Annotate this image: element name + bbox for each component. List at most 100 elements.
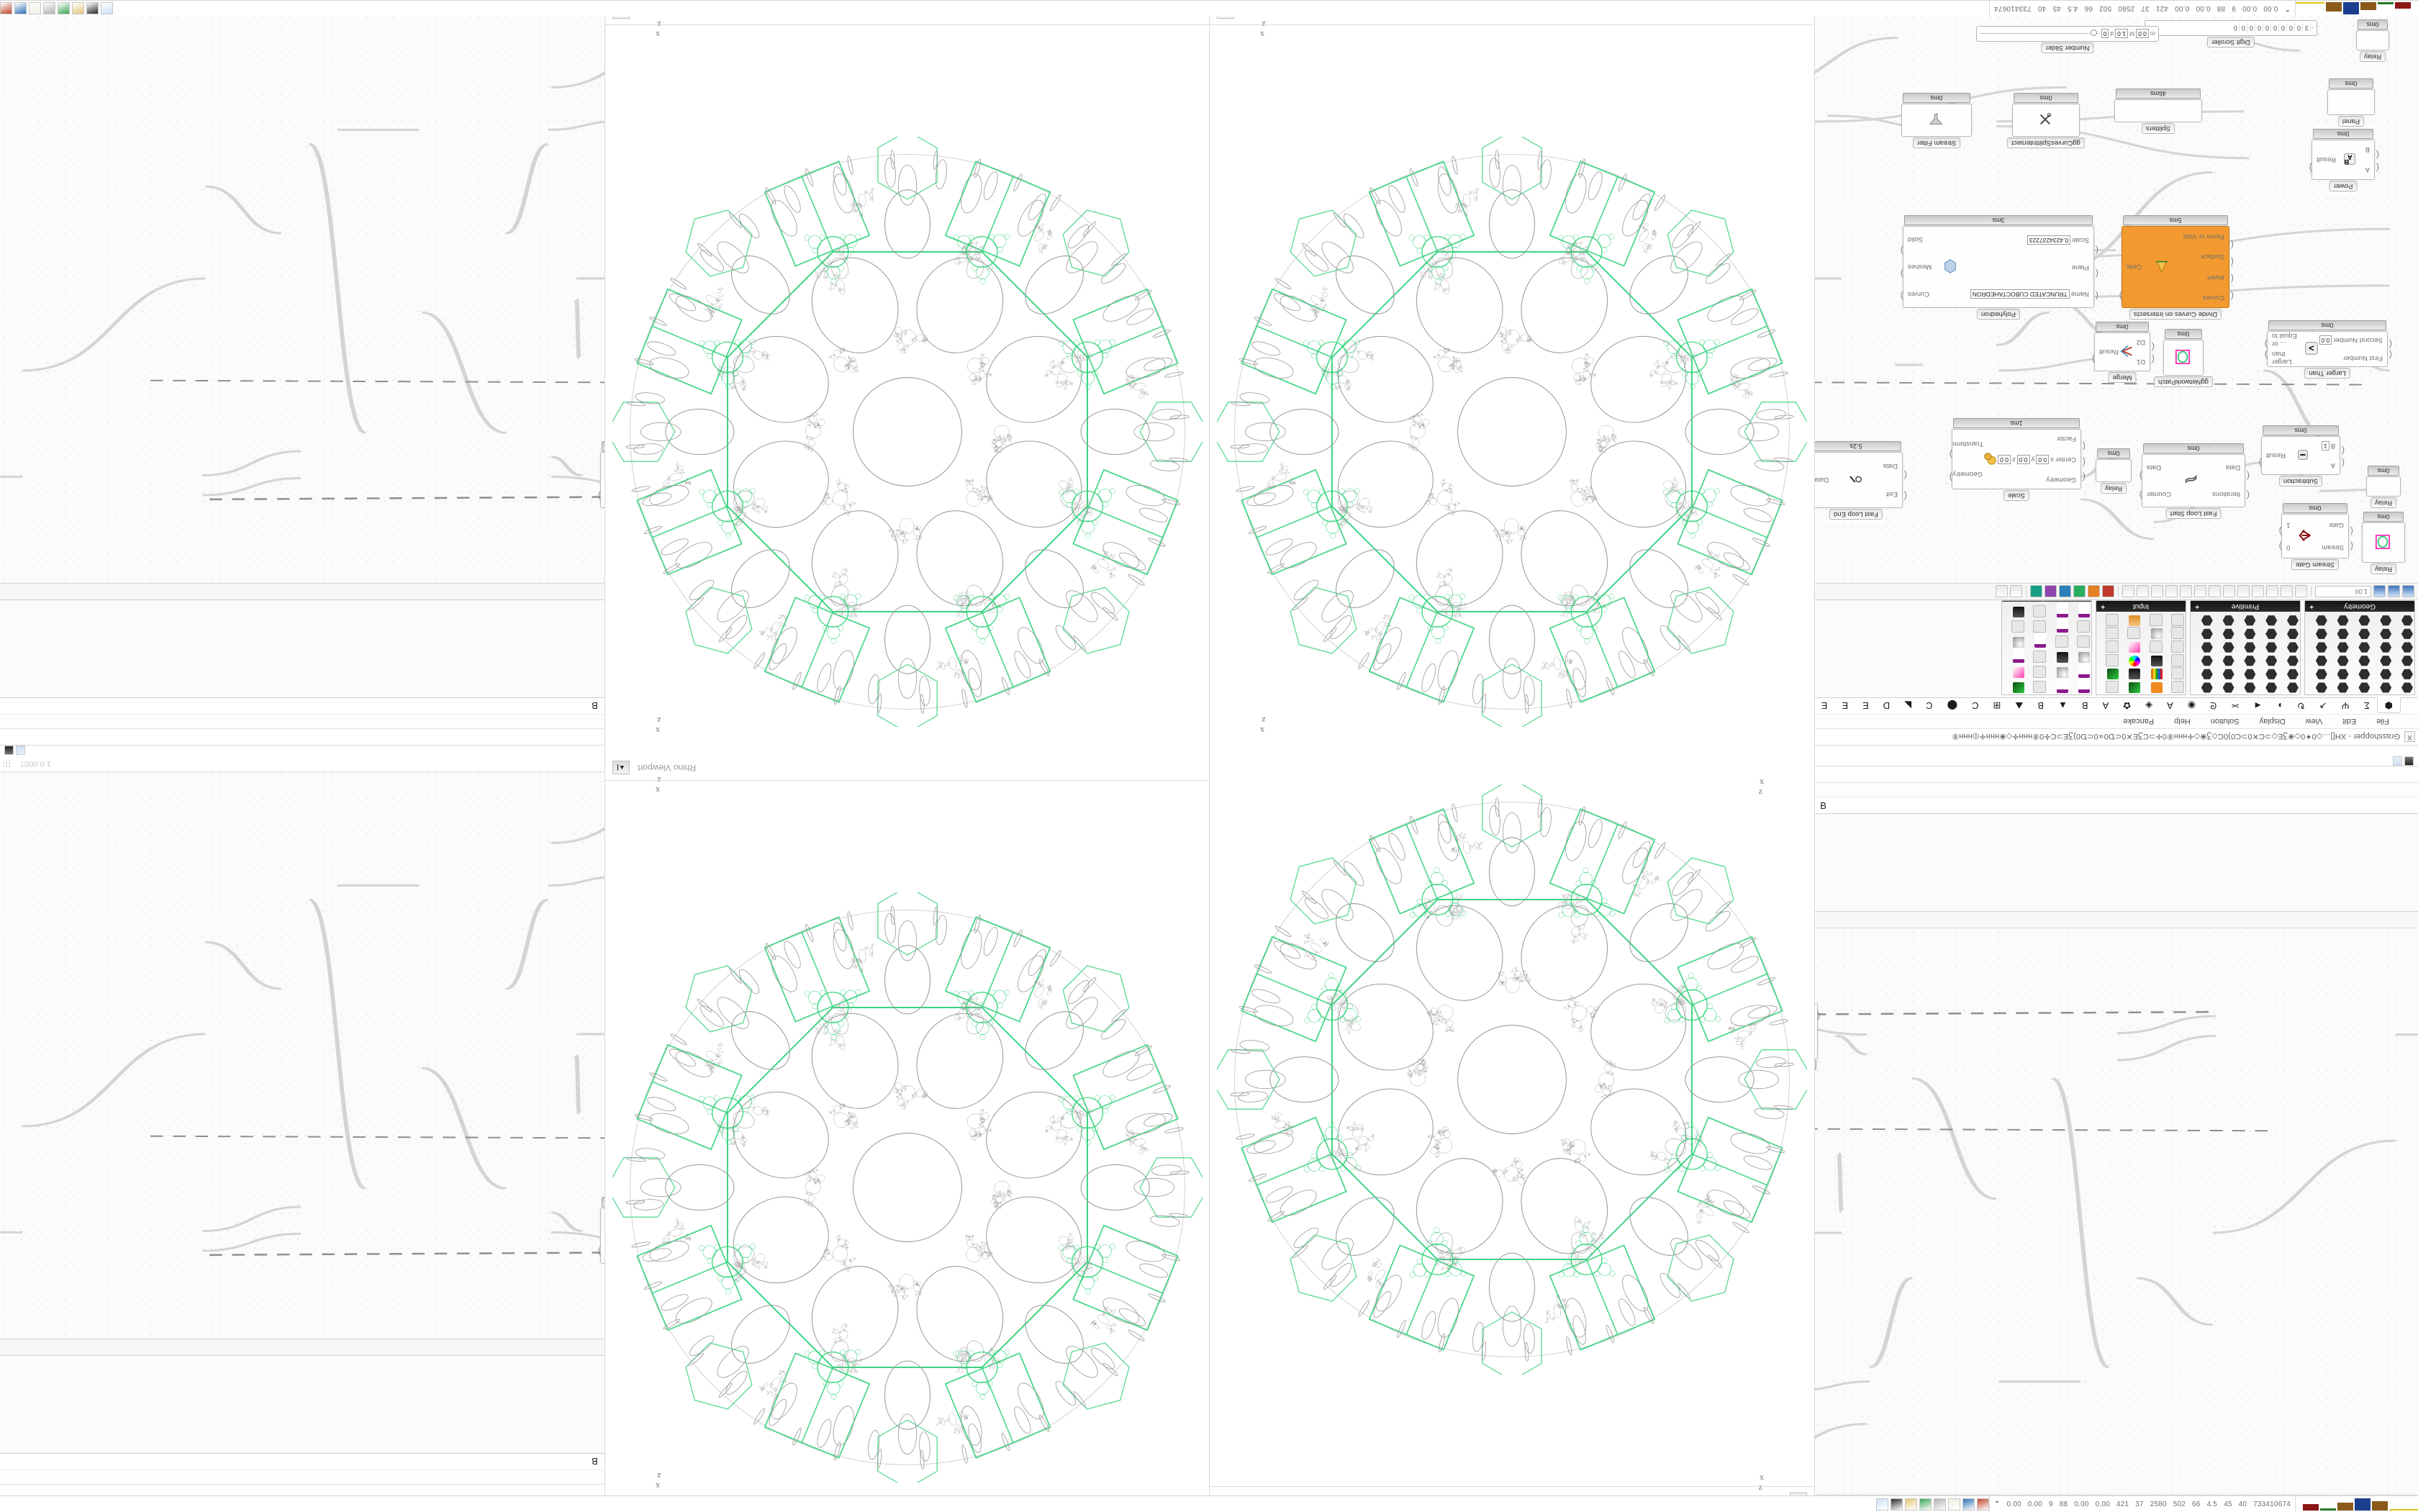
larger-than-node-port-out-1[interactable]: ) bbox=[2263, 339, 2268, 348]
ribbon-tab-10[interactable]: A bbox=[2160, 698, 2181, 712]
globe-icon[interactable] bbox=[1962, 1498, 1975, 1511]
fast-loop-end-node-port-in-0[interactable]: ( bbox=[1902, 491, 1907, 500]
stream-gate-node-1-port-out-1[interactable]: ) bbox=[2277, 526, 2282, 535]
primitive-icon-29[interactable] bbox=[2201, 615, 2213, 626]
util-icon-21[interactable] bbox=[2013, 637, 2024, 648]
primitive-icon-3[interactable] bbox=[2287, 642, 2299, 653]
menu-item-view[interactable]: View bbox=[2296, 717, 2333, 726]
polyhedron-node-port-out-2[interactable]: ) bbox=[1898, 245, 1903, 255]
input-icon-22[interactable] bbox=[2106, 627, 2119, 639]
input-icon-19[interactable] bbox=[2107, 669, 2119, 679]
rhino-viewport-pane[interactable]: xzxzRhino Viewport▲| bbox=[605, 756, 1210, 1511]
menu-item-pancake[interactable]: Pancake bbox=[2113, 717, 2164, 726]
larger-than-node-port-in-1[interactable]: ( bbox=[2387, 339, 2392, 348]
input-icon-5[interactable] bbox=[2171, 614, 2184, 626]
primitive-icon-2[interactable] bbox=[2287, 656, 2299, 666]
slider-knob[interactable] bbox=[2091, 30, 2097, 37]
geometry-icon-25[interactable] bbox=[2316, 669, 2327, 679]
geometry-icon-22[interactable] bbox=[2337, 628, 2349, 639]
geometry-icon-15[interactable] bbox=[2358, 642, 2370, 653]
primitive-icon-24[interactable] bbox=[2201, 682, 2213, 693]
input-icon-13[interactable] bbox=[2129, 669, 2141, 679]
geometry-icon-1[interactable] bbox=[2401, 669, 2413, 679]
folder-icon[interactable] bbox=[72, 3, 84, 15]
menu-item-edit[interactable]: Edit bbox=[2332, 717, 2366, 726]
stream-gate-node-1-port-in-1[interactable]: ( bbox=[2348, 526, 2353, 535]
primitive-icon-4[interactable] bbox=[2287, 628, 2299, 639]
polyhedron-node-scale-field[interactable]: 0.4234237223 bbox=[2027, 235, 2070, 245]
menu-item-solution[interactable]: Solution bbox=[2201, 717, 2250, 726]
input-icon-17[interactable] bbox=[2129, 615, 2141, 626]
ribbon-tab-15[interactable]: ▲ bbox=[2051, 698, 2075, 712]
ribbon-panel-expand-icon-input[interactable]: ✦ bbox=[2100, 602, 2106, 610]
zoom-in-icon[interactable] bbox=[2223, 586, 2235, 598]
globe-icon[interactable] bbox=[14, 3, 27, 15]
profiler-icon[interactable] bbox=[2137, 586, 2149, 598]
calculator-icon[interactable] bbox=[101, 3, 113, 15]
rhino-viewport-pane[interactable]: xzxzRhino Viewport▲| bbox=[1210, 0, 1814, 756]
util-icon-7[interactable] bbox=[2057, 667, 2068, 678]
ribbon-tab-17[interactable]: ⛰ bbox=[2008, 698, 2030, 712]
digit-7[interactable]: 0 bbox=[2248, 23, 2255, 33]
rhino-viewport-tab-bar[interactable]: Rhino Viewport▲| bbox=[605, 756, 1210, 780]
ribbon-tab-1[interactable]: Σ bbox=[2357, 698, 2377, 712]
scale-node-field-2[interactable]: 0.0 bbox=[1998, 455, 2011, 464]
util-icon-18[interactable] bbox=[2013, 682, 2024, 693]
ribbon-tab-5[interactable]: ◗ bbox=[2270, 698, 2290, 712]
scale-node-field-1[interactable]: 0.0 bbox=[2017, 455, 2030, 464]
scale-node-port-out-0[interactable]: ) bbox=[1947, 472, 1952, 481]
menu-item-help[interactable]: Help bbox=[2164, 717, 2201, 726]
merge-node-port-out-0[interactable]: ) bbox=[2090, 354, 2095, 363]
geometry-icon-9[interactable] bbox=[2380, 642, 2391, 653]
primitive-icon-5[interactable] bbox=[2287, 615, 2299, 626]
util-icon-2[interactable] bbox=[2078, 652, 2090, 663]
primitive-icon-13[interactable] bbox=[2244, 669, 2255, 679]
primitive-icon-17[interactable] bbox=[2244, 615, 2255, 626]
digit-1[interactable]: 0 bbox=[2296, 23, 2303, 33]
ribbon-panel-expand-icon-primitive[interactable]: ✦ bbox=[2194, 602, 2200, 610]
rhino-viewport-column-left[interactable]: xzxzRhino Viewport▲|xzxzRhino Viewport▲| bbox=[604, 0, 1210, 1511]
stream-gate-node-1-port-in-0[interactable]: ( bbox=[2348, 541, 2353, 551]
primitive-icon-7[interactable] bbox=[2265, 669, 2277, 679]
red-swatch-icon[interactable] bbox=[2102, 586, 2114, 598]
input-icon-14[interactable] bbox=[2129, 656, 2141, 666]
divide-curves-node-port-in-0[interactable]: ( bbox=[2229, 291, 2234, 300]
fit-icon[interactable] bbox=[2194, 586, 2206, 598]
calculator-icon[interactable] bbox=[16, 746, 25, 756]
input-icon-9[interactable] bbox=[2150, 640, 2163, 653]
ribbon-panel-expand-icon-geometry[interactable]: ✦ bbox=[2309, 602, 2314, 610]
polyhedron-node-port-in-0[interactable]: ( bbox=[2093, 291, 2098, 300]
scale-node-port-in-0[interactable]: ( bbox=[2080, 472, 2086, 481]
fast-loop-start-node-port-in-1[interactable]: ( bbox=[2245, 471, 2250, 480]
input-icon-8[interactable] bbox=[2151, 656, 2163, 666]
fast-loop-start-node-port-out-0[interactable]: ) bbox=[2137, 490, 2142, 499]
ribbon-tab-6[interactable]: ◄ bbox=[2246, 698, 2270, 712]
util-icon-13[interactable] bbox=[2034, 666, 2047, 678]
ribbon-panel-footer-util[interactable]: Util✦ bbox=[2002, 600, 2091, 602]
util-icon-1[interactable] bbox=[2078, 664, 2090, 678]
undo-icon[interactable] bbox=[2295, 586, 2307, 598]
note-icon[interactable] bbox=[1948, 1498, 1960, 1511]
input-icon-16[interactable] bbox=[2128, 627, 2141, 639]
close-icon[interactable]: X bbox=[2404, 732, 2415, 743]
cut-icon[interactable] bbox=[2266, 586, 2278, 598]
primitive-icon-12[interactable] bbox=[2244, 682, 2255, 693]
geometry-icon-18[interactable] bbox=[2337, 682, 2349, 693]
fast-loop-end-node-port-out-0[interactable]: ) bbox=[1817, 1011, 1822, 1020]
primitive-icon-23[interactable] bbox=[2223, 615, 2234, 626]
geometry-icon-24[interactable] bbox=[2316, 682, 2327, 693]
save-file-icon[interactable] bbox=[2373, 586, 2386, 598]
primitive-icon-16[interactable] bbox=[2244, 628, 2255, 639]
ribbon-tab-27[interactable]: B bbox=[584, 1454, 605, 1468]
input-icon-12[interactable] bbox=[2129, 682, 2141, 693]
ribbon-tab-0[interactable]: ⬢ bbox=[2377, 697, 2401, 713]
util-icon-8[interactable] bbox=[2057, 652, 2068, 663]
primitive-icon-22[interactable] bbox=[2223, 628, 2234, 639]
input-icon-23[interactable] bbox=[2106, 614, 2119, 626]
